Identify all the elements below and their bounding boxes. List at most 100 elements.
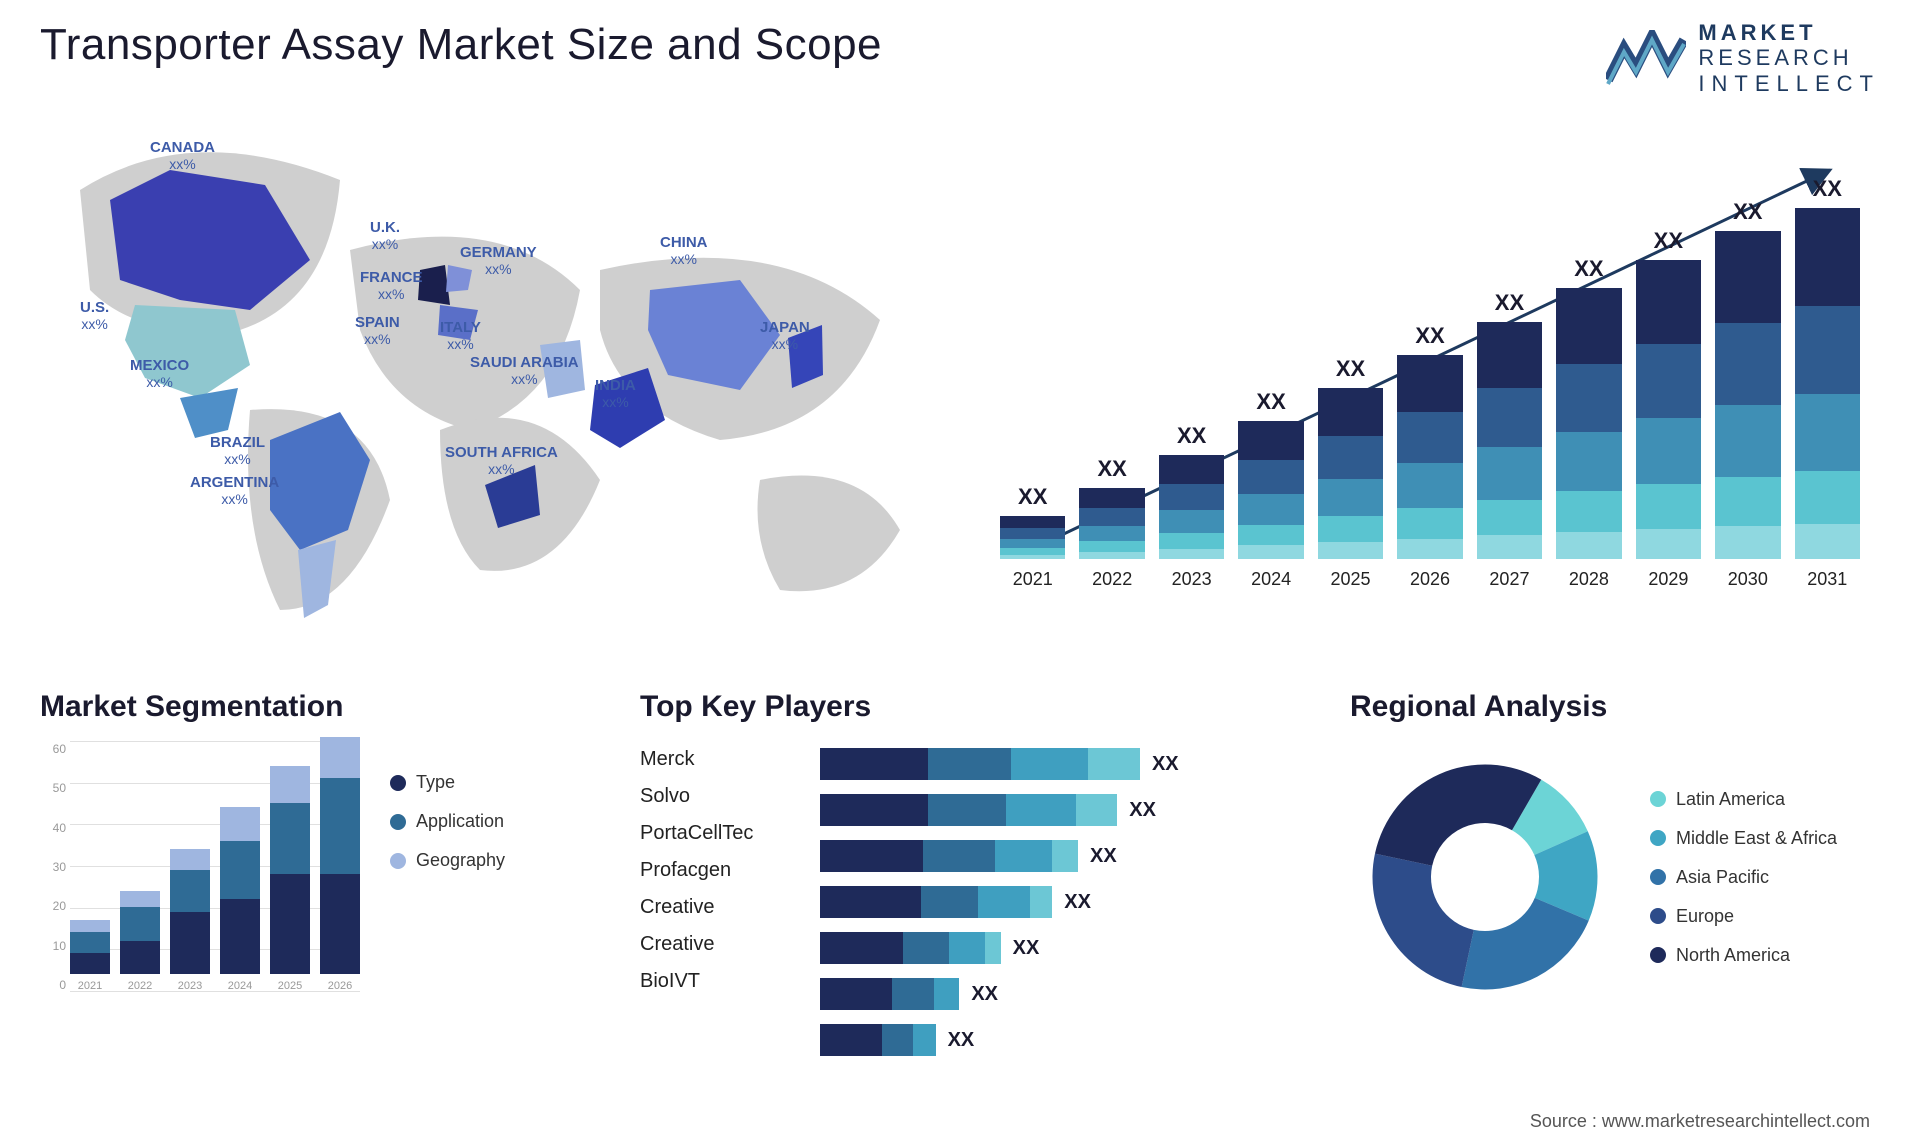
map-label-argentina: ARGENTINAxx% bbox=[190, 475, 279, 507]
logo-icon bbox=[1606, 30, 1686, 86]
map-label-brazil: BRAZILxx% bbox=[210, 435, 265, 467]
legend-item: North America bbox=[1650, 945, 1837, 966]
player-name: Solvo bbox=[640, 785, 800, 808]
forecast-xlabel: 2030 bbox=[1728, 569, 1768, 590]
players-names: MerckSolvoPortaCellTecProfacgenCreativeC… bbox=[640, 742, 800, 993]
legend-item: Latin America bbox=[1650, 789, 1837, 810]
player-row: XX bbox=[820, 840, 1320, 872]
source-text: Source : www.marketresearchintellect.com bbox=[1530, 1111, 1870, 1132]
forecast-value-label: XX bbox=[1256, 389, 1285, 415]
map-label-italy: ITALYxx% bbox=[440, 320, 481, 352]
forecast-xlabel: 2031 bbox=[1807, 569, 1847, 590]
player-row: XX bbox=[820, 932, 1320, 964]
forecast-col-2030: XX 2030 bbox=[1715, 199, 1780, 590]
player-row: XX bbox=[820, 1024, 1320, 1056]
legend-item: Type bbox=[390, 772, 505, 793]
players-bars: XX XX XX XX XX XX XX bbox=[820, 742, 1320, 1056]
forecast-col-2031: XX 2031 bbox=[1795, 176, 1860, 590]
forecast-value-label: XX bbox=[1813, 176, 1842, 202]
seg-col-2025: 2025 bbox=[270, 766, 310, 992]
forecast-value-label: XX bbox=[1415, 323, 1444, 349]
player-row: XX bbox=[820, 886, 1320, 918]
page-title: Transporter Assay Market Size and Scope bbox=[40, 20, 882, 70]
forecast-value-label: XX bbox=[1336, 356, 1365, 382]
players-title: Top Key Players bbox=[640, 690, 1320, 724]
forecast-value-label: XX bbox=[1098, 456, 1127, 482]
map-label-china: CHINAxx% bbox=[660, 235, 708, 267]
forecast-value-label: XX bbox=[1177, 423, 1206, 449]
regional-legend: Latin America Middle East & Africa Asia Pa… bbox=[1650, 789, 1837, 966]
forecast-xlabel: 2021 bbox=[1013, 569, 1053, 590]
player-name: Creative bbox=[640, 896, 800, 919]
forecast-xlabel: 2025 bbox=[1331, 569, 1371, 590]
map-svg bbox=[40, 130, 940, 650]
map-label-germany: GERMANYxx% bbox=[460, 245, 537, 277]
forecast-col-2022: XX 2022 bbox=[1079, 456, 1144, 590]
regional-donut bbox=[1350, 742, 1620, 1012]
player-name: PortaCellTec bbox=[640, 822, 800, 845]
player-row: XX bbox=[820, 794, 1320, 826]
map-label-spain: SPAINxx% bbox=[355, 315, 400, 347]
seg-col-2023: 2023 bbox=[170, 849, 210, 992]
seg-col-2021: 2021 bbox=[70, 920, 110, 992]
player-name: Merck bbox=[640, 748, 800, 771]
forecast-value-label: XX bbox=[1495, 290, 1524, 316]
forecast-value-label: XX bbox=[1733, 199, 1762, 225]
map-label-france: FRANCExx% bbox=[360, 270, 423, 302]
forecast-col-2028: XX 2028 bbox=[1556, 256, 1621, 590]
segmentation-chart: 0102030405060 202120222023202420252026 bbox=[40, 742, 360, 1022]
legend-item: Application bbox=[390, 811, 505, 832]
player-value: XX bbox=[1152, 753, 1179, 776]
map-label-india: INDIAxx% bbox=[595, 378, 636, 410]
forecast-xlabel: 2027 bbox=[1489, 569, 1529, 590]
forecast-value-label: XX bbox=[1654, 228, 1683, 254]
forecast-xlabel: 2028 bbox=[1569, 569, 1609, 590]
forecast-xlabel: 2022 bbox=[1092, 569, 1132, 590]
player-value: XX bbox=[948, 1029, 975, 1052]
forecast-xlabel: 2023 bbox=[1172, 569, 1212, 590]
forecast-chart: XX 2021 XX 2022 XX 2023 XX 2024 XX 2025 XX 2026 XX 20… bbox=[1000, 150, 1860, 630]
legend-item: Middle East & Africa bbox=[1650, 828, 1837, 849]
map-label-u-s-: U.S.xx% bbox=[80, 300, 109, 332]
segmentation-legend: Type Application Geography bbox=[390, 742, 505, 871]
regional-section: Regional Analysis Latin America Middle Ea… bbox=[1350, 690, 1910, 1012]
player-row: XX bbox=[820, 978, 1320, 1010]
player-value: XX bbox=[1064, 891, 1091, 914]
map-label-u-k-: U.K.xx% bbox=[370, 220, 400, 252]
player-value: XX bbox=[1129, 799, 1156, 822]
legend-item: Geography bbox=[390, 850, 505, 871]
forecast-xlabel: 2024 bbox=[1251, 569, 1291, 590]
map-label-mexico: MEXICOxx% bbox=[130, 358, 189, 390]
forecast-xlabel: 2026 bbox=[1410, 569, 1450, 590]
forecast-col-2027: XX 2027 bbox=[1477, 290, 1542, 591]
map-label-saudi-arabia: SAUDI ARABIAxx% bbox=[470, 355, 579, 387]
brand-logo: MARKET RESEARCH INTELLECT bbox=[1606, 20, 1880, 96]
donut-slice bbox=[1375, 765, 1541, 866]
segmentation-section: Market Segmentation 0102030405060 202120… bbox=[40, 690, 600, 1022]
seg-col-2022: 2022 bbox=[120, 891, 160, 992]
forecast-col-2026: XX 2026 bbox=[1397, 323, 1462, 590]
key-players-section: Top Key Players MerckSolvoPortaCellTecPr… bbox=[640, 690, 1320, 1056]
player-row: XX bbox=[820, 748, 1320, 780]
donut-slice bbox=[1373, 854, 1474, 987]
world-map: CANADAxx%U.S.xx%MEXICOxx%BRAZILxx%ARGENT… bbox=[40, 130, 940, 650]
player-name: BioIVT bbox=[640, 970, 800, 993]
forecast-value-label: XX bbox=[1574, 256, 1603, 282]
player-value: XX bbox=[971, 983, 998, 1006]
legend-item: Asia Pacific bbox=[1650, 867, 1837, 888]
forecast-col-2024: XX 2024 bbox=[1238, 389, 1303, 590]
forecast-xlabel: 2029 bbox=[1648, 569, 1688, 590]
logo-text: MARKET RESEARCH INTELLECT bbox=[1698, 20, 1880, 96]
forecast-col-2025: XX 2025 bbox=[1318, 356, 1383, 590]
seg-col-2026: 2026 bbox=[320, 737, 360, 992]
player-value: XX bbox=[1013, 937, 1040, 960]
player-value: XX bbox=[1090, 845, 1117, 868]
segmentation-title: Market Segmentation bbox=[40, 690, 600, 724]
map-label-japan: JAPANxx% bbox=[760, 320, 810, 352]
header: Transporter Assay Market Size and Scope … bbox=[40, 20, 1880, 96]
legend-item: Europe bbox=[1650, 906, 1837, 927]
regional-title: Regional Analysis bbox=[1350, 690, 1910, 724]
forecast-value-label: XX bbox=[1018, 484, 1047, 510]
player-name: Creative bbox=[640, 933, 800, 956]
map-label-south-africa: SOUTH AFRICAxx% bbox=[445, 445, 558, 477]
